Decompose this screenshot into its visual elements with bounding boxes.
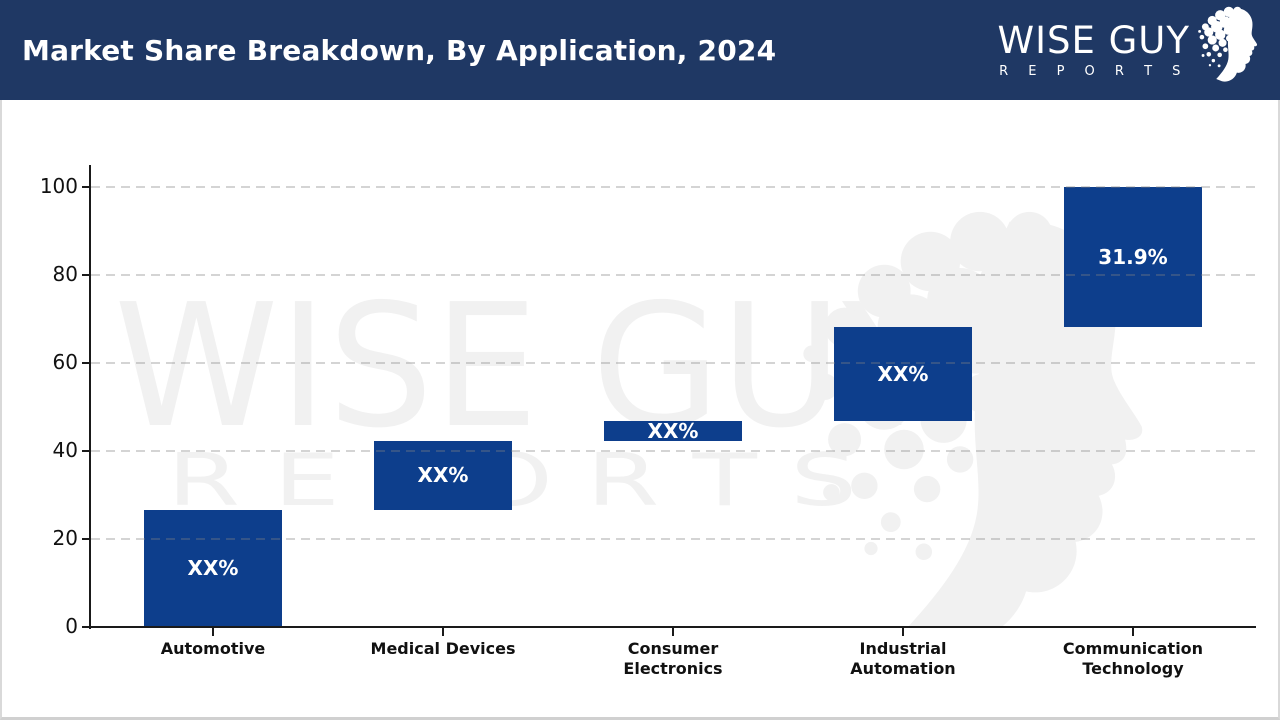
gridline bbox=[91, 538, 1256, 540]
x-axis-category-label: Consumer Electronics bbox=[623, 639, 723, 678]
x-axis-category-label: Medical Devices bbox=[370, 639, 516, 658]
wiseguy-logo: WISE GUY R E P O R T S bbox=[998, 5, 1280, 95]
y-axis-tick bbox=[82, 362, 90, 364]
bar-value-label: XX% bbox=[417, 463, 469, 488]
y-axis-tick-label: 80 bbox=[52, 262, 78, 286]
wiseguy-head-icon bbox=[1192, 5, 1268, 95]
gridline bbox=[91, 274, 1256, 276]
watermark-tagline-text: R E P O R T S bbox=[167, 438, 857, 522]
y-axis-tick bbox=[82, 450, 90, 452]
logo-text: WISE GUY R E P O R T S bbox=[998, 22, 1190, 78]
x-axis-tick bbox=[1132, 628, 1134, 636]
x-axis-tick bbox=[442, 628, 444, 636]
x-axis-tick bbox=[212, 628, 214, 636]
x-axis-category-label: Automotive bbox=[160, 639, 266, 658]
x-axis-category-label: Communication Technology bbox=[1062, 639, 1204, 678]
y-axis-tick-label: 40 bbox=[52, 438, 78, 462]
bar-segment bbox=[374, 440, 512, 510]
y-axis-tick-label: 20 bbox=[52, 526, 78, 550]
x-axis-line bbox=[89, 626, 1256, 628]
bar-value-label: XX% bbox=[647, 418, 699, 443]
bar-segment bbox=[144, 509, 282, 627]
y-axis-tick bbox=[82, 274, 90, 276]
x-axis-tick bbox=[672, 628, 674, 636]
bar-segment bbox=[1064, 187, 1202, 328]
logo-name: WISE GUY bbox=[997, 19, 1190, 62]
bar-value-label: XX% bbox=[187, 556, 239, 581]
x-axis-tick bbox=[902, 628, 904, 636]
y-axis-tick-label: 60 bbox=[52, 350, 78, 374]
gridline bbox=[91, 362, 1256, 364]
watermark-name-text: WISE GUY bbox=[114, 268, 945, 466]
bar-segment bbox=[604, 420, 742, 441]
y-axis-tick bbox=[82, 538, 90, 540]
bar-value-label: 31.9% bbox=[1098, 245, 1168, 270]
y-axis-tick-label: 0 bbox=[65, 614, 78, 638]
gridline bbox=[91, 450, 1256, 452]
y-axis-tick bbox=[82, 626, 90, 628]
bar-segment bbox=[834, 327, 972, 421]
report-header: Market Share Breakdown, By Application, … bbox=[0, 0, 1280, 100]
y-axis-tick-label: 100 bbox=[39, 174, 78, 198]
logo-tagline: R E P O R T S bbox=[999, 64, 1189, 79]
bar-value-label: XX% bbox=[877, 361, 929, 386]
gridline bbox=[91, 186, 1256, 188]
y-axis-line bbox=[89, 165, 91, 629]
x-axis-category-label: Industrial Automation bbox=[850, 639, 956, 678]
chart-title: Market Share Breakdown, By Application, … bbox=[22, 33, 777, 67]
y-axis-tick bbox=[82, 186, 90, 188]
